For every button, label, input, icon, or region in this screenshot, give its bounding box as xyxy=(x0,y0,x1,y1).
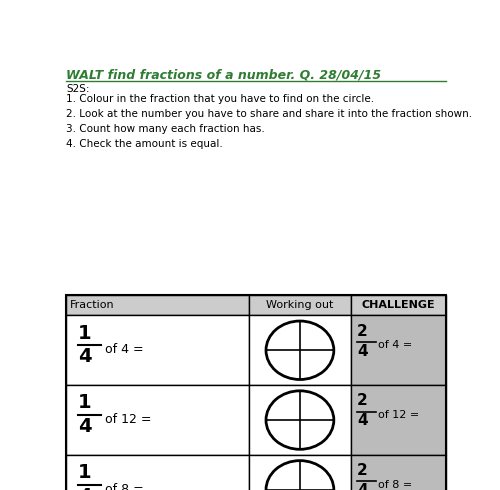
Text: of 12 =: of 12 = xyxy=(105,413,152,426)
Text: 4: 4 xyxy=(78,487,92,490)
Bar xyxy=(248,316,351,385)
Text: 2: 2 xyxy=(357,324,368,339)
Text: 4. Check the amount is equal.: 4. Check the amount is equal. xyxy=(66,139,223,149)
Text: 4: 4 xyxy=(78,347,92,367)
Text: 3. Count how many each fraction has.: 3. Count how many each fraction has. xyxy=(66,124,265,134)
Bar xyxy=(66,294,446,490)
Text: of 12 =: of 12 = xyxy=(378,410,420,420)
Ellipse shape xyxy=(266,321,334,379)
Text: 1: 1 xyxy=(78,393,92,413)
Text: CHALLENGE: CHALLENGE xyxy=(362,300,436,310)
Bar xyxy=(248,294,351,316)
Ellipse shape xyxy=(266,391,334,449)
Text: 1: 1 xyxy=(78,463,92,482)
Text: of 4 =: of 4 = xyxy=(105,343,144,356)
Text: of 8 =: of 8 = xyxy=(105,483,144,490)
Text: WALT find fractions of a number. Q. 28/04/15: WALT find fractions of a number. Q. 28/0… xyxy=(66,68,382,81)
Bar xyxy=(66,294,248,316)
Bar xyxy=(66,385,248,455)
Text: S2S:: S2S: xyxy=(66,84,90,94)
Text: Working out: Working out xyxy=(266,300,334,310)
Text: 4: 4 xyxy=(357,414,368,428)
Text: 1: 1 xyxy=(78,324,92,343)
Bar xyxy=(248,455,351,490)
Bar xyxy=(351,294,446,316)
Text: 4: 4 xyxy=(357,343,368,359)
Bar xyxy=(351,455,446,490)
Bar xyxy=(66,316,248,385)
Bar xyxy=(248,385,351,455)
Ellipse shape xyxy=(266,461,334,490)
Bar xyxy=(351,316,446,385)
Text: 2: 2 xyxy=(357,463,368,478)
Text: 4: 4 xyxy=(78,417,92,436)
Bar xyxy=(351,385,446,455)
Text: Fraction: Fraction xyxy=(70,300,115,310)
Text: 2. Look at the number you have to share and share it into the fraction shown.: 2. Look at the number you have to share … xyxy=(66,109,472,119)
Text: 1. Colour in the fraction that you have to find on the circle.: 1. Colour in the fraction that you have … xyxy=(66,94,374,104)
Text: of 4 =: of 4 = xyxy=(378,340,412,350)
Bar xyxy=(66,455,248,490)
Text: 4: 4 xyxy=(357,483,368,490)
Text: 2: 2 xyxy=(357,393,368,409)
Text: of 8 =: of 8 = xyxy=(378,480,412,490)
